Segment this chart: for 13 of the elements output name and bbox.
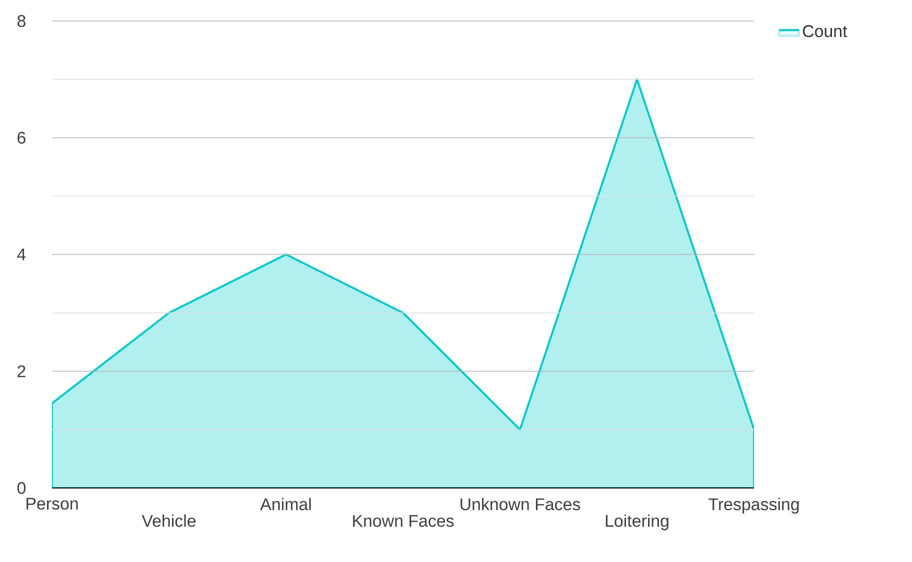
legend-label: Count [802,25,848,38]
x-tick-label: Vehicle [142,514,196,527]
y-tick-label: 0 [17,482,26,494]
y-tick-label: 8 [17,14,26,27]
x-tick-label: Person [26,498,78,510]
x-tick-label: Animal [260,498,311,510]
y-tick-label: 6 [18,132,26,144]
x-tick-label: Trespassing [708,498,799,514]
y-tick-label: 4 [17,248,26,260]
x-tick-label: Known Faces [353,515,454,527]
x-tick-label: Unknown Faces [460,498,580,510]
x-tick-label: Loitering [606,514,668,530]
y-tick-label: 2 [18,365,26,378]
